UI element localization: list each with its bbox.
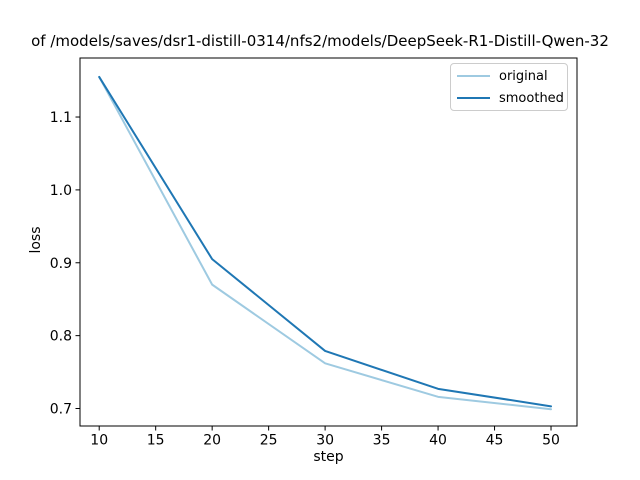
x-tick-label: 20 bbox=[203, 433, 221, 449]
x-tick-label: 15 bbox=[147, 433, 165, 449]
x-tick-label: 35 bbox=[373, 433, 391, 449]
chart-title: of /models/saves/dsr1-distill-0314/nfs2/… bbox=[31, 32, 609, 50]
axes-spines bbox=[79, 57, 578, 427]
y-tick-label: 0.9 bbox=[50, 256, 72, 272]
original-line-swatch bbox=[457, 75, 490, 77]
x-tick-label: 50 bbox=[542, 433, 560, 449]
x-tick-label: 45 bbox=[486, 433, 504, 449]
y-tick-label: 1.0 bbox=[50, 183, 72, 199]
legend-label-original: original bbox=[499, 68, 548, 84]
legend-item-smoothed: smoothed bbox=[457, 89, 564, 107]
y-tick-label: 0.7 bbox=[50, 402, 72, 418]
y-tick-label: 0.8 bbox=[50, 329, 72, 345]
x-tick-label: 30 bbox=[316, 433, 334, 449]
legend-label-smoothed: smoothed bbox=[499, 90, 564, 106]
y-tick-label: 1.1 bbox=[50, 110, 72, 126]
x-tick-label: 40 bbox=[429, 433, 447, 449]
smoothed-line-swatch bbox=[457, 97, 490, 99]
series-line-smoothed bbox=[98, 75, 553, 408]
y-axis-label: loss bbox=[28, 226, 44, 254]
x-tick-label: 25 bbox=[260, 433, 278, 449]
x-axis-label: step bbox=[313, 449, 344, 465]
legend-item-original: original bbox=[457, 67, 561, 85]
series-line-original bbox=[98, 75, 553, 411]
x-tick-label: 10 bbox=[90, 433, 108, 449]
legend: original smoothed bbox=[450, 63, 568, 111]
